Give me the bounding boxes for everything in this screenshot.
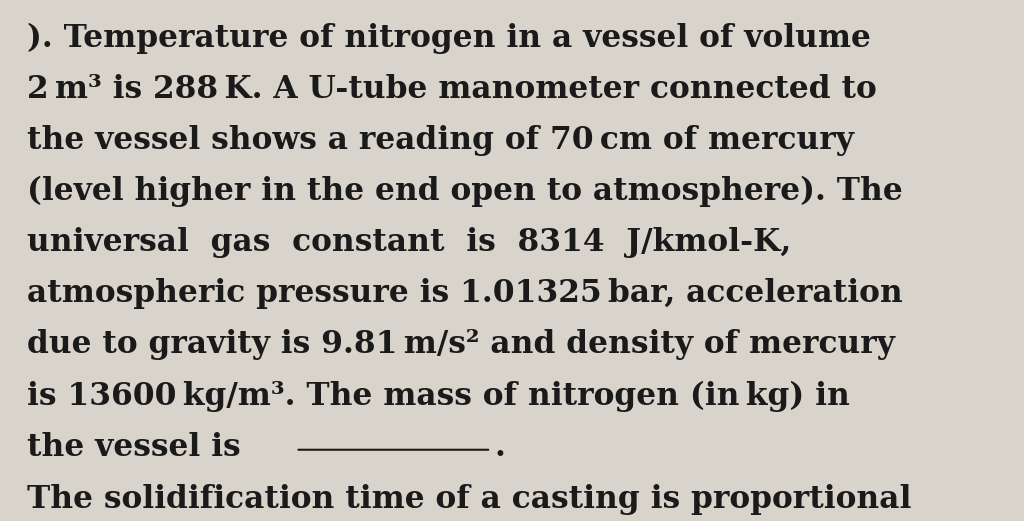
Text: 2 m³ is 288 K. A U-tube manometer connected to: 2 m³ is 288 K. A U-tube manometer connec… bbox=[28, 74, 877, 105]
Text: the vessel shows a reading of 70 cm of mercury: the vessel shows a reading of 70 cm of m… bbox=[28, 125, 854, 156]
Text: The solidification time of a casting is proportional: The solidification time of a casting is … bbox=[28, 485, 911, 515]
Text: atmospheric pressure is 1.01325 bar, acceleration: atmospheric pressure is 1.01325 bar, acc… bbox=[28, 278, 903, 309]
Text: the vessel is: the vessel is bbox=[28, 431, 241, 463]
Text: .: . bbox=[495, 431, 506, 463]
Text: ). Temperature of nitrogen in a vessel of volume: ). Temperature of nitrogen in a vessel o… bbox=[28, 23, 871, 54]
Text: universal  gas  constant  is  8314  J/kmol-K,: universal gas constant is 8314 J/kmol-K, bbox=[28, 227, 792, 258]
Text: due to gravity is 9.81 m/s² and density of mercury: due to gravity is 9.81 m/s² and density … bbox=[28, 329, 895, 361]
Text: (level higher in the end open to atmosphere). The: (level higher in the end open to atmosph… bbox=[28, 176, 903, 207]
Text: is 13600 kg/m³. The mass of nitrogen (in kg) in: is 13600 kg/m³. The mass of nitrogen (in… bbox=[28, 380, 850, 412]
